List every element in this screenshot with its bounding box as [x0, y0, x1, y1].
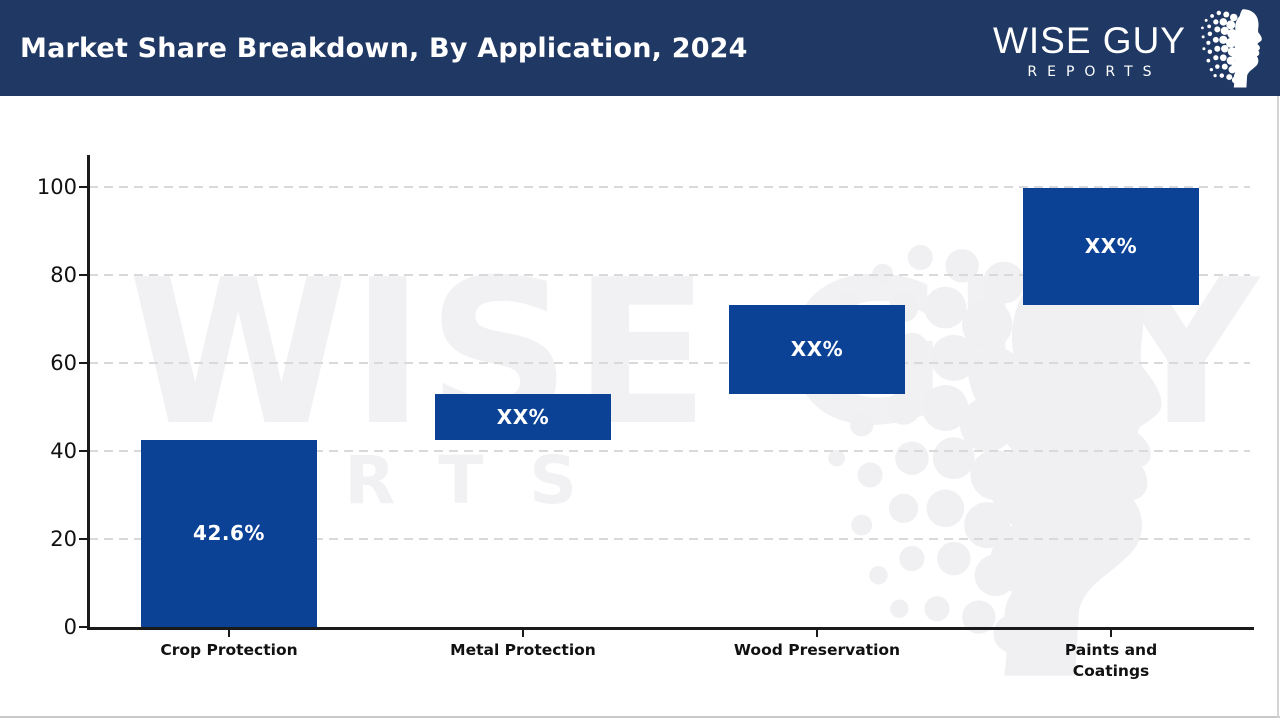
- y-axis: [87, 155, 90, 629]
- chart-title: Market Share Breakdown, By Application, …: [20, 32, 748, 64]
- y-gridline: [89, 362, 1250, 364]
- y-axis-tick: [79, 362, 87, 364]
- y-axis-tick: [79, 186, 87, 188]
- bar-segment: XX%: [435, 393, 611, 440]
- y-gridline: [89, 186, 1250, 188]
- bar-segment: 42.6%: [141, 439, 317, 627]
- y-tick-label: 20: [50, 527, 77, 551]
- bar-value-label: XX%: [1084, 234, 1138, 259]
- y-axis-tick: [79, 274, 87, 276]
- x-tick-label: Paints and Coatings: [1064, 641, 1158, 680]
- wiseguy-logo: WISE GUY REPORTS: [993, 6, 1272, 90]
- y-axis-tick: [79, 538, 87, 540]
- bar-value-label: 42.6%: [193, 521, 265, 546]
- bar-value-label: XX%: [496, 404, 550, 429]
- x-axis-tick: [228, 629, 230, 637]
- x-tick-label: Crop Protection: [160, 641, 298, 659]
- y-tick-label: 60: [50, 351, 77, 375]
- x-tick-label: Wood Preservation: [733, 641, 901, 659]
- x-axis-tick: [1110, 629, 1112, 637]
- frame-border-right: [1277, 96, 1279, 718]
- chart-area: WISE GUY PORTS 0 20 40 60 80 100 42.6% Crop Pro…: [0, 96, 1280, 720]
- logo-subtext: REPORTS: [1027, 64, 1162, 80]
- y-axis-tick: [79, 450, 87, 452]
- bar-segment: XX%: [1023, 187, 1199, 305]
- bar-value-label: XX%: [790, 337, 844, 362]
- logo-wordmark: WISE GUY: [992, 20, 1186, 61]
- y-tick-label: 0: [63, 615, 77, 639]
- x-axis: [87, 627, 1254, 630]
- y-gridline: [89, 274, 1250, 276]
- x-axis-tick: [522, 629, 524, 637]
- frame-border-bottom: [0, 716, 1280, 718]
- header: Market Share Breakdown, By Application, …: [0, 0, 1280, 96]
- y-axis-tick: [79, 626, 87, 628]
- y-tick-label: 100: [36, 175, 77, 199]
- logo-face-icon: [1188, 7, 1272, 89]
- logo-text: WISE GUY REPORTS: [993, 22, 1186, 80]
- y-tick-label: 80: [50, 263, 77, 287]
- bar-segment: XX%: [729, 304, 905, 394]
- y-gridline: [89, 538, 1250, 540]
- y-gridline: [89, 450, 1250, 452]
- y-tick-label: 40: [50, 439, 77, 463]
- x-tick-label: Metal Protection: [450, 641, 596, 659]
- x-axis-tick: [816, 629, 818, 637]
